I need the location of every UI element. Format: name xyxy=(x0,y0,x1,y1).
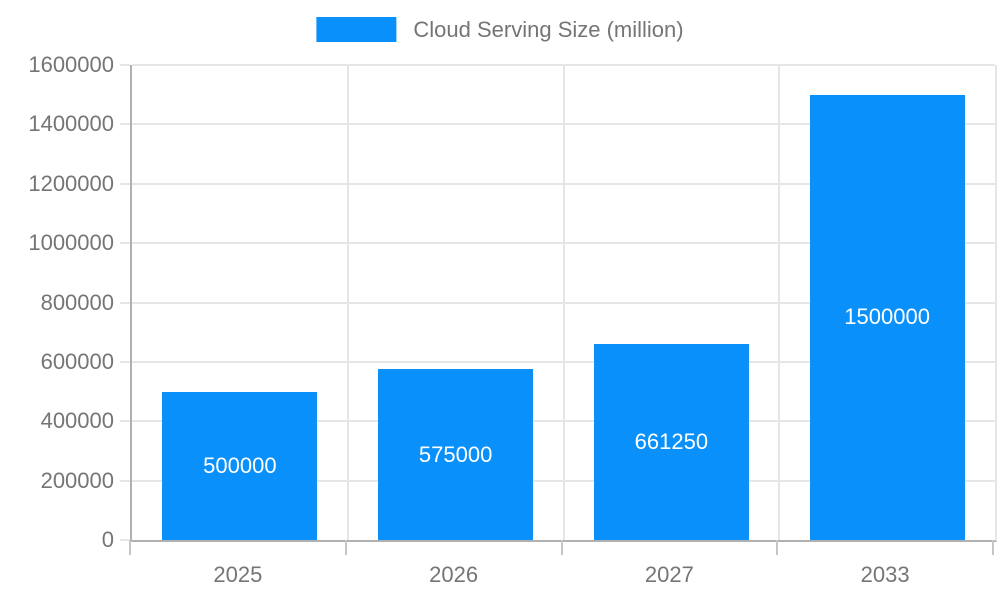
y-tick-label: 200000 xyxy=(40,467,114,493)
y-tick-label: 600000 xyxy=(40,348,114,374)
y-tick-label: 1400000 xyxy=(28,111,114,137)
bar-value-label: 1500000 xyxy=(844,304,930,330)
bar-value-label: 661250 xyxy=(634,428,709,454)
v-gridline xyxy=(346,65,349,540)
bar-2027[interactable]: 661250 xyxy=(593,343,749,540)
y-tick-mark xyxy=(120,242,130,245)
y-tick-mark xyxy=(120,479,130,482)
y-tick-mark xyxy=(120,123,130,126)
x-category-label: 2033 xyxy=(860,562,910,587)
y-tick-label: 400000 xyxy=(40,408,114,434)
x-tick-mark xyxy=(560,540,563,555)
y-tick-mark xyxy=(120,539,130,541)
y-tick-mark xyxy=(120,182,130,185)
bar-value-label: 575000 xyxy=(418,441,493,467)
x-category-label: 2025 xyxy=(213,562,263,587)
bar-2026[interactable]: 575000 xyxy=(378,369,534,540)
x-tick-mark xyxy=(992,540,994,555)
y-tick-label: 1200000 xyxy=(28,170,114,196)
legend-swatch xyxy=(316,17,397,42)
y-tick-label: 1600000 xyxy=(28,52,114,77)
y-tick-mark xyxy=(120,360,130,363)
x-tick-mark xyxy=(129,540,131,555)
v-gridline xyxy=(778,65,781,540)
y-tick-label: 1000000 xyxy=(28,230,114,256)
y-tick-label: 0 xyxy=(101,527,114,552)
y-tick-mark xyxy=(120,64,130,66)
v-gridline xyxy=(562,65,565,540)
y-tick-label: 800000 xyxy=(40,289,114,315)
bar-value-label: 500000 xyxy=(203,452,277,478)
bar-2033[interactable]: 1500000 xyxy=(809,94,965,540)
legend[interactable]: Cloud Serving Size (million) xyxy=(316,16,684,43)
bar-2025[interactable]: 500000 xyxy=(162,391,318,540)
x-category-label: 2026 xyxy=(429,562,479,587)
x-category-label: 2027 xyxy=(644,562,694,587)
plot-area: 500000 575000 661250 1500000 xyxy=(130,64,997,542)
y-tick-mark xyxy=(120,420,130,423)
y-tick-mark xyxy=(120,301,130,304)
legend-label: Cloud Serving Size (million) xyxy=(413,16,684,42)
x-tick-mark xyxy=(344,540,347,555)
x-tick-mark xyxy=(776,540,779,555)
